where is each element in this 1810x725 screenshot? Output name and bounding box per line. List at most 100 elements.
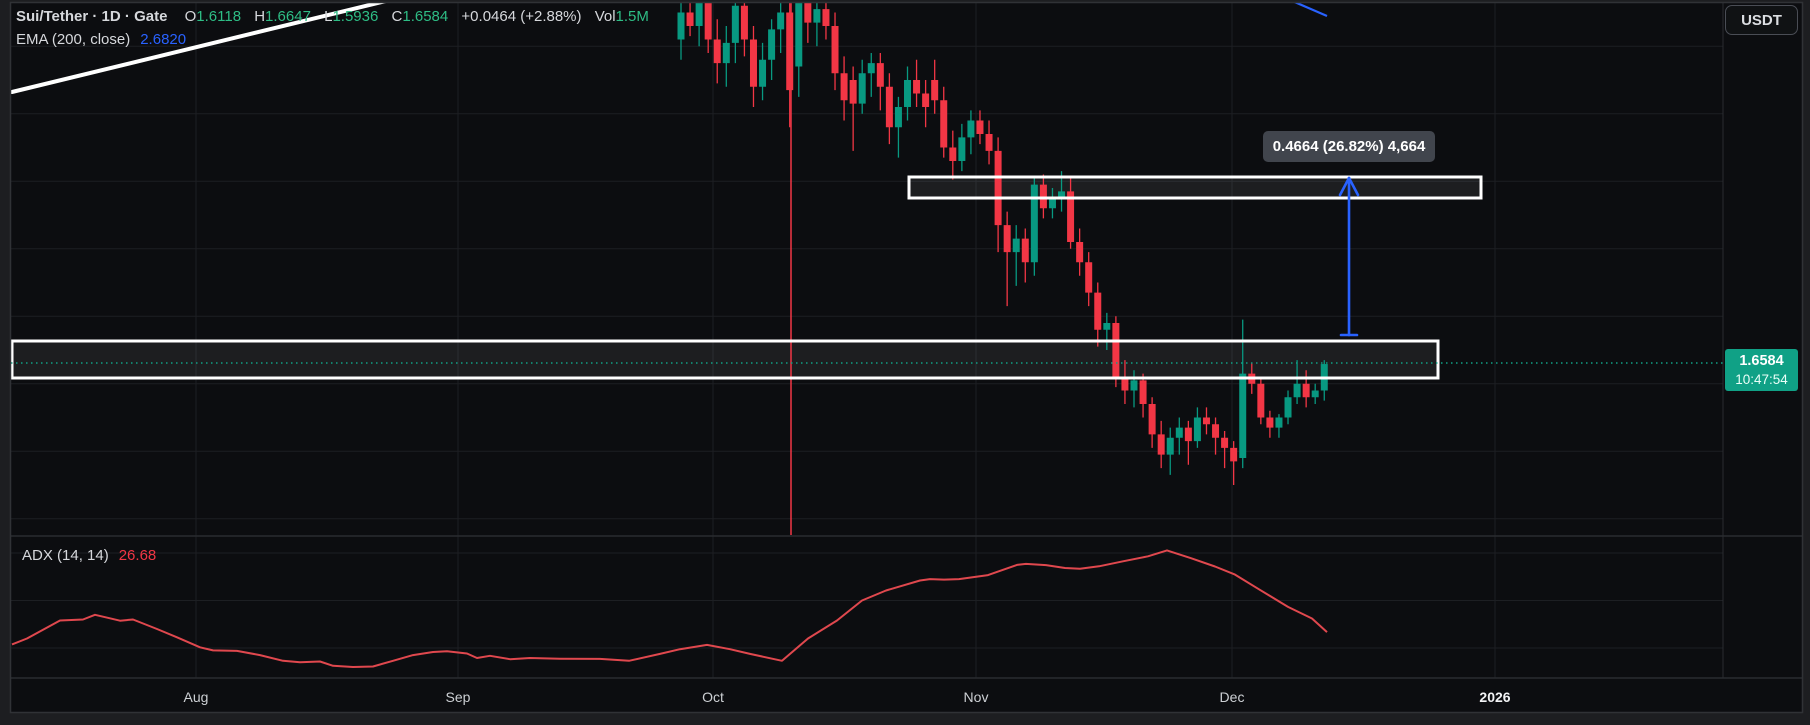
ema-line[interactable]: [1290, 0, 1328, 18]
volume-value: 1.5M: [615, 8, 649, 25]
symbol-title: Sui/Tether · 1D · Gate: [16, 8, 168, 25]
candle-body: [1212, 424, 1220, 438]
open-label: O: [184, 8, 197, 25]
price-axis[interactable]: 2.60002.40002.20002.00001.80001.40001.20…: [1724, 3, 1802, 678]
candle-body: [1230, 447, 1238, 462]
chart-frame-border: [9, 1, 1804, 714]
symbol-legend[interactable]: Sui/Tether · 1D · Gate O1.6118 H1.6647 L…: [16, 8, 649, 25]
currency-toggle-label: USDT: [1741, 11, 1782, 29]
candle-body: [913, 80, 921, 94]
candle-body: [804, 3, 812, 23]
candle-body: [940, 100, 948, 148]
candle-body: [713, 39, 721, 64]
candle-body: [1184, 427, 1192, 442]
candle-body: [1284, 397, 1292, 418]
candle-body: [958, 137, 966, 161]
ema-value: 2.6820: [140, 31, 187, 48]
candle-body: [1202, 417, 1210, 425]
candle-body: [894, 107, 902, 128]
candle-body: [677, 12, 685, 40]
candle-body: [1275, 417, 1283, 428]
change-value: +0.0464 (+2.88%): [461, 8, 582, 25]
zone-rectangle-border[interactable]: [11, 339, 1440, 380]
time-axis-tick-label: Aug: [183, 689, 209, 705]
candle-body: [1030, 184, 1038, 263]
adx-label: ADX (14, 14): [22, 547, 109, 564]
high-value: 1.6647: [265, 8, 311, 25]
candle-body: [731, 5, 739, 43]
adx-pane[interactable]: [11, 549, 1328, 668]
candle-body: [1003, 225, 1011, 253]
price-pane[interactable]: [11, 0, 1723, 535]
candle-body: [1293, 383, 1301, 398]
candle-body: [858, 73, 866, 104]
candle-body: [1094, 292, 1102, 330]
candle-body: [904, 80, 911, 107]
high-label: H: [254, 8, 266, 25]
ema-label: EMA (200, close): [16, 31, 131, 48]
candle-body: [885, 86, 893, 128]
chart-background: [11, 3, 1802, 712]
candle-body: [822, 9, 830, 26]
measure-tooltip: 0.4664 (26.82%) 4,664: [1263, 131, 1435, 162]
candle-body: [759, 59, 767, 87]
time-axis-tick-label: Sep: [445, 689, 471, 705]
trend-line[interactable]: [11, 0, 390, 94]
candle-body: [1175, 427, 1183, 438]
low-label: L: [324, 8, 333, 25]
candlestick-series: [677, 3, 1328, 485]
candle-body: [1221, 437, 1229, 448]
candle-body: [1157, 434, 1165, 455]
candle-body: [1048, 198, 1056, 209]
time-axis-tick-label: Dec: [1219, 689, 1245, 705]
close-label: C: [391, 8, 403, 25]
currency-toggle-button[interactable]: USDT: [1725, 5, 1798, 35]
candle-body: [985, 134, 993, 151]
candle-body: [1139, 380, 1147, 404]
candle-body: [786, 12, 794, 91]
candle-body: [795, 3, 803, 67]
candle-body: [931, 80, 939, 101]
measure-tooltip-text: 0.4664 (26.82%) 4,664: [1272, 138, 1426, 155]
candle-body: [1148, 404, 1156, 435]
close-value: 1.6584: [402, 8, 449, 25]
candle-body: [768, 29, 776, 60]
candle-body: [994, 150, 1002, 226]
candle-body: [976, 120, 984, 134]
candle-body: [831, 26, 839, 74]
volume-label: Vol: [594, 8, 616, 25]
time-axis-tick-label: Oct: [702, 689, 724, 705]
candle-body: [1085, 262, 1093, 293]
candle-body: [967, 120, 975, 138]
candle-body: [813, 9, 821, 23]
candle-body: [740, 5, 748, 40]
candle-body: [1012, 238, 1020, 253]
bar-countdown: 10:47:54: [1735, 371, 1788, 387]
time-axis-tick-label: Nov: [963, 689, 989, 705]
candle-body: [1076, 242, 1084, 263]
candle-body: [1130, 380, 1138, 391]
candle-body: [777, 12, 785, 30]
adx-line: [11, 549, 1328, 668]
ema-legend[interactable]: EMA (200, close) 2.6820: [16, 31, 186, 48]
candle-body: [1302, 383, 1310, 398]
candle-body: [1166, 437, 1174, 455]
adx-value: 26.68: [118, 547, 157, 564]
time-axis[interactable]: [11, 678, 1723, 712]
candle-body: [686, 12, 694, 26]
candle-body: [876, 63, 884, 87]
measure-arrow[interactable]: [1338, 176, 1360, 337]
candle-body: [749, 39, 757, 87]
last-price-value: 1.6584: [1739, 353, 1784, 370]
candle-body: [1067, 191, 1075, 242]
zone-rectangle-border[interactable]: [907, 175, 1483, 200]
zone-rectangle-fill[interactable]: [12, 341, 1438, 378]
candle-body: [1311, 390, 1319, 398]
candle-body: [1058, 191, 1066, 199]
open-value: 1.6118: [196, 8, 242, 25]
candle-body: [1039, 184, 1047, 209]
adx-legend[interactable]: ADX (14, 14) 26.68: [22, 547, 156, 564]
time-axis-tick-label: 2026: [1479, 689, 1511, 705]
candle-body: [949, 147, 957, 161]
